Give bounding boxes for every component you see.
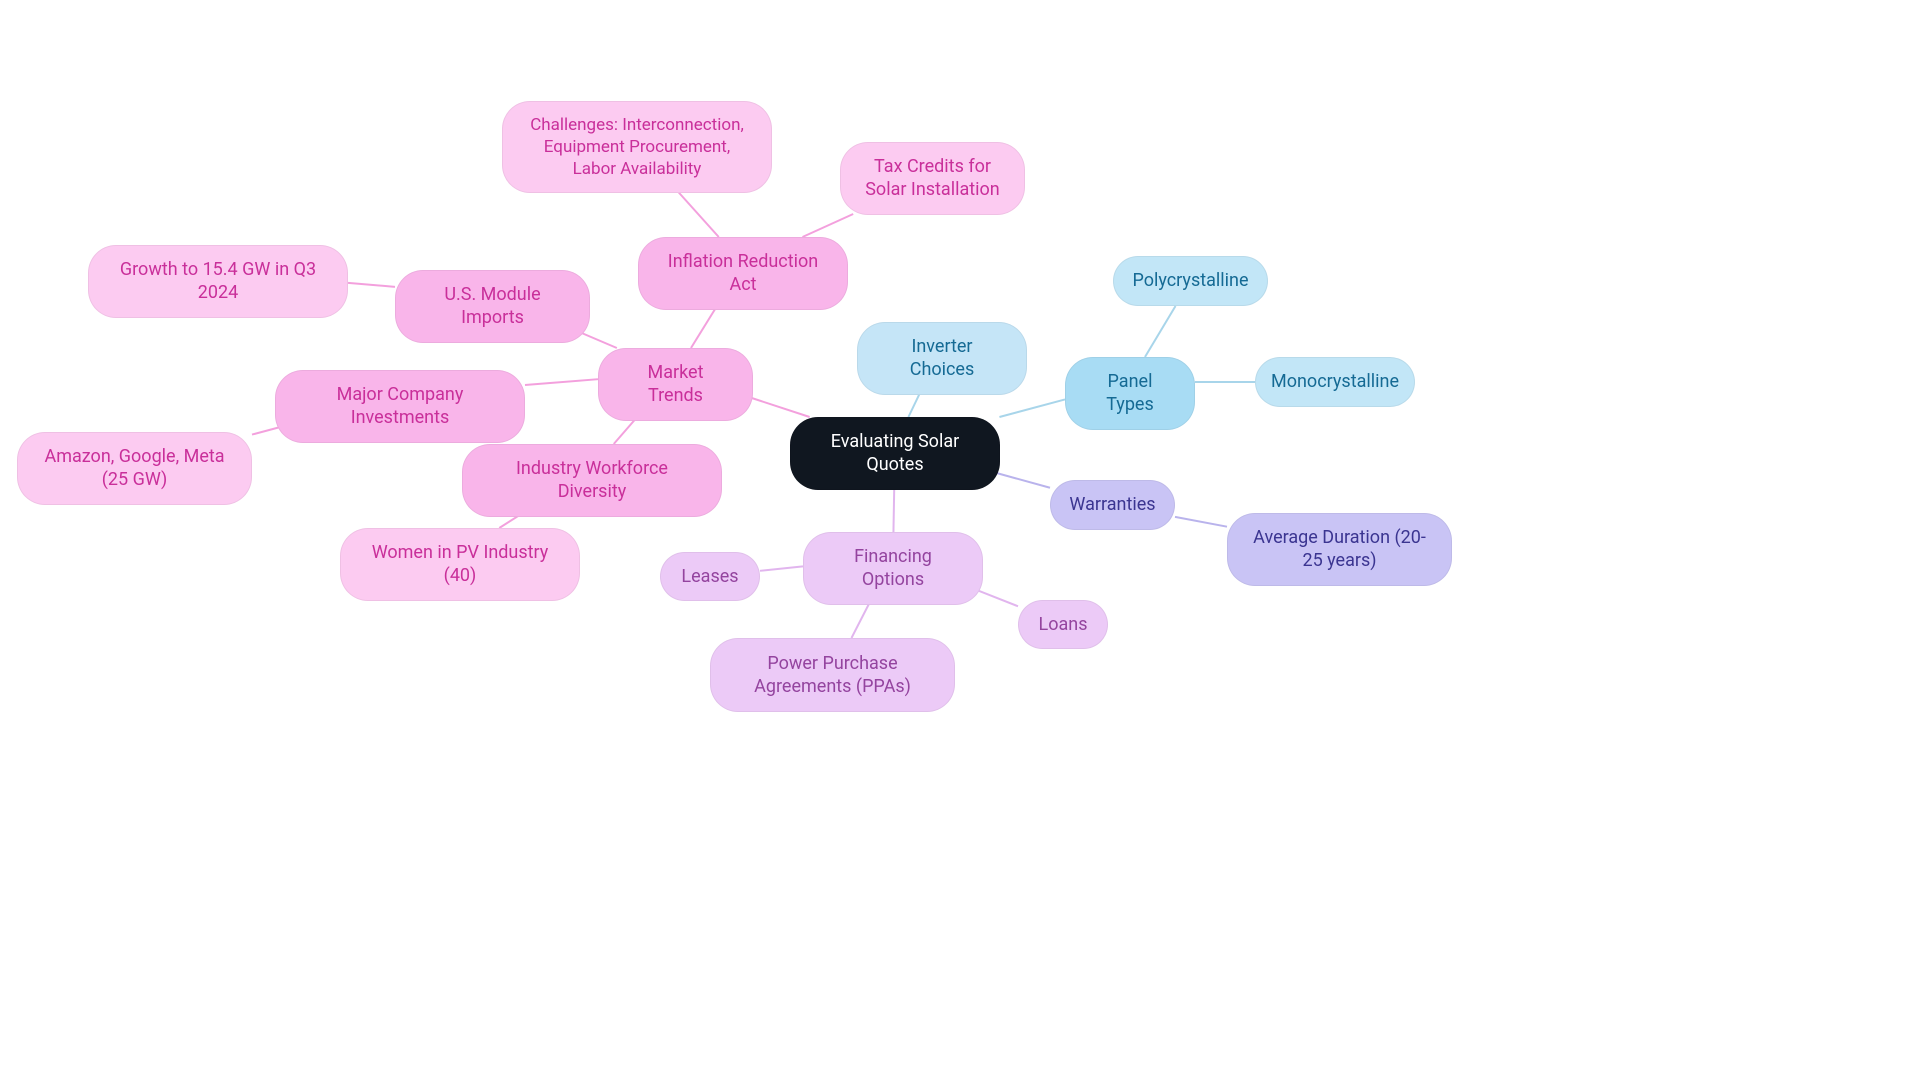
node-companies[interactable]: Amazon, Google, Meta (25 GW) — [17, 432, 252, 505]
node-label: Financing Options — [826, 545, 960, 592]
node-label: Tax Credits for Solar Installation — [863, 155, 1002, 202]
edge — [1145, 306, 1176, 357]
node-label: Polycrystalline — [1132, 269, 1248, 292]
node-leases[interactable]: Leases — [660, 552, 760, 601]
node-label: Challenges: Interconnection, Equipment P… — [525, 114, 749, 180]
node-ppa[interactable]: Power Purchase Agreements (PPAs) — [710, 638, 955, 712]
node-label: Monocrystalline — [1271, 370, 1399, 393]
node-label: U.S. Module Imports — [418, 283, 567, 330]
node-poly[interactable]: Polycrystalline — [1113, 256, 1268, 306]
edge — [999, 399, 1065, 417]
node-taxcredits[interactable]: Tax Credits for Solar Installation — [840, 142, 1025, 215]
node-investments[interactable]: Major Company Investments — [275, 370, 525, 443]
node-label: Inverter Choices — [880, 335, 1004, 382]
edge — [997, 473, 1051, 488]
node-mono[interactable]: Monocrystalline — [1255, 357, 1415, 407]
node-root[interactable]: Evaluating Solar Quotes — [790, 417, 1000, 490]
node-label: Women in PV Industry (40) — [363, 541, 557, 588]
edge — [760, 566, 803, 570]
node-ira[interactable]: Inflation Reduction Act — [638, 237, 848, 310]
edge — [1175, 517, 1227, 527]
edge — [525, 379, 598, 385]
node-label: Leases — [681, 565, 738, 588]
node-label: Warranties — [1069, 493, 1155, 516]
node-duration[interactable]: Average Duration (20-25 years) — [1227, 513, 1452, 586]
node-label: Evaluating Solar Quotes — [813, 430, 977, 477]
node-women[interactable]: Women in PV Industry (40) — [340, 528, 580, 601]
node-label: Average Duration (20-25 years) — [1250, 526, 1429, 573]
node-imports[interactable]: U.S. Module Imports — [395, 270, 590, 343]
node-label: Growth to 15.4 GW in Q3 2024 — [111, 258, 325, 305]
node-label: Inflation Reduction Act — [661, 250, 825, 297]
node-inverter[interactable]: Inverter Choices — [857, 322, 1027, 395]
node-label: Market Trends — [621, 361, 730, 408]
node-label: Loans — [1039, 613, 1088, 636]
node-label: Panel Types — [1088, 370, 1172, 417]
node-challenges[interactable]: Challenges: Interconnection, Equipment P… — [502, 101, 772, 193]
edge — [802, 214, 853, 237]
node-label: Power Purchase Agreements (PPAs) — [733, 652, 932, 699]
node-label: Major Company Investments — [298, 383, 502, 430]
edge — [752, 398, 810, 417]
node-growth[interactable]: Growth to 15.4 GW in Q3 2024 — [88, 245, 348, 318]
node-market[interactable]: Market Trends — [598, 348, 753, 421]
node-label: Industry Workforce Diversity — [485, 457, 699, 504]
node-warranties[interactable]: Warranties — [1050, 480, 1175, 530]
node-financing[interactable]: Financing Options — [803, 532, 983, 605]
edge — [677, 191, 718, 237]
node-panel-types[interactable]: Panel Types — [1065, 357, 1195, 430]
node-diversity[interactable]: Industry Workforce Diversity — [462, 444, 722, 517]
edge — [348, 283, 395, 287]
node-loans[interactable]: Loans — [1018, 600, 1108, 649]
node-label: Amazon, Google, Meta (25 GW) — [40, 445, 229, 492]
